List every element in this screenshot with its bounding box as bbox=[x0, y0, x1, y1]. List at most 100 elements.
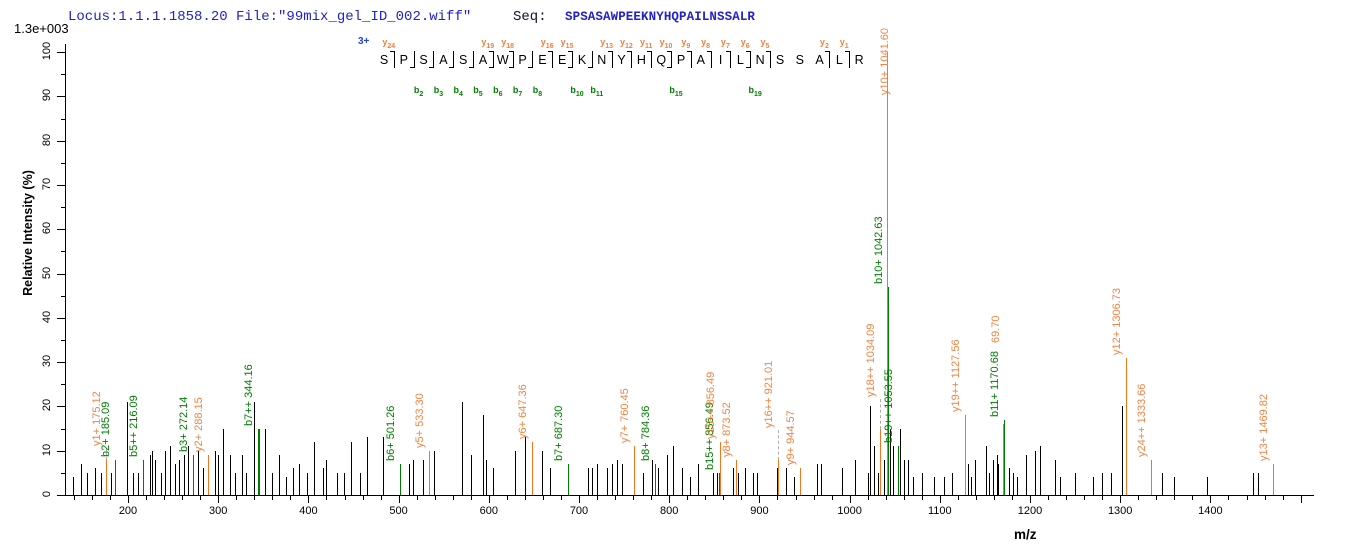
y-ion-label: y16 bbox=[540, 37, 554, 50]
ion-peak-y15++ bbox=[720, 441, 722, 495]
peak bbox=[178, 459, 180, 495]
peak bbox=[313, 441, 315, 495]
peak bbox=[689, 477, 691, 495]
peak bbox=[470, 455, 472, 495]
peak bbox=[753, 472, 755, 495]
peak bbox=[87, 472, 89, 495]
peak bbox=[597, 464, 598, 495]
peak bbox=[733, 468, 735, 495]
x-major-tick bbox=[1300, 496, 1302, 503]
cleavage-b-arm bbox=[528, 67, 533, 68]
x-minor-tick bbox=[1012, 496, 1013, 500]
peak bbox=[218, 455, 220, 495]
x-minor-tick bbox=[741, 496, 743, 500]
x-minor-tick bbox=[651, 496, 653, 500]
residue: E bbox=[558, 53, 567, 67]
cleavage-mark bbox=[413, 51, 415, 68]
peak bbox=[214, 450, 216, 495]
y-tick-label: 20 bbox=[41, 399, 53, 412]
peak bbox=[1093, 477, 1095, 495]
cleavage-b-arm bbox=[488, 67, 493, 68]
y-ion-label: y19 bbox=[481, 37, 495, 50]
y-ion-label: y15 bbox=[560, 37, 574, 50]
peak-label-b2+: b2+ 185.09 bbox=[99, 401, 112, 457]
x-minor-tick bbox=[272, 496, 274, 500]
x-minor-tick bbox=[705, 496, 707, 500]
peak-label-y15++: y15++ 856.49 bbox=[705, 371, 718, 439]
b-ion-label: b8 bbox=[532, 85, 543, 98]
peak-label-y6+: y6+ 647.36 bbox=[516, 384, 529, 439]
peak bbox=[998, 464, 1000, 495]
cleavage-mark bbox=[433, 51, 435, 68]
y-ion-label: y24 bbox=[382, 37, 396, 50]
peak bbox=[306, 472, 308, 495]
peak bbox=[933, 477, 935, 495]
y-minor-tick bbox=[61, 295, 65, 297]
b-ion-label: b11 bbox=[590, 85, 604, 98]
peak-label-y10+: y10+ 1041.60 bbox=[879, 28, 892, 95]
peak-label-y13+: y13+ 1469.82 bbox=[1258, 394, 1271, 461]
peak bbox=[1122, 406, 1123, 495]
peak bbox=[756, 472, 758, 495]
residue: A bbox=[439, 53, 448, 67]
cleavage-mark bbox=[532, 51, 534, 68]
peak bbox=[890, 428, 892, 495]
x-tick-label: 700 bbox=[569, 505, 589, 517]
peak bbox=[1055, 459, 1057, 495]
peak bbox=[197, 450, 199, 495]
peak bbox=[137, 472, 139, 495]
ion-peak-y18++ bbox=[880, 428, 882, 495]
ion-peak-y16++ bbox=[778, 459, 780, 495]
residue: S bbox=[419, 53, 428, 67]
x-major-tick bbox=[128, 496, 129, 503]
residue: P bbox=[518, 53, 527, 67]
peak bbox=[607, 468, 608, 495]
y-ion-label: y9 bbox=[681, 37, 691, 50]
peak bbox=[433, 450, 435, 495]
peak bbox=[222, 428, 224, 495]
peak-label-b8+: b8+ 784.36 bbox=[640, 405, 653, 461]
cleavage-b-arm bbox=[746, 67, 751, 68]
peak bbox=[951, 472, 953, 495]
peak bbox=[643, 472, 644, 495]
y-ion-label: y6 bbox=[740, 37, 750, 50]
cleavage-mark bbox=[572, 51, 573, 68]
x-tick-label: 400 bbox=[299, 505, 318, 517]
y-ion-label: y10 bbox=[659, 37, 673, 50]
peak-label-y19++: y19++ 1127.56 bbox=[949, 339, 962, 413]
peak bbox=[652, 459, 654, 495]
x-minor-tick bbox=[110, 496, 111, 500]
peak bbox=[550, 468, 552, 495]
cleavage-y-arm bbox=[488, 51, 493, 52]
peak-label-y2+: y2+ 288.15 bbox=[192, 397, 205, 453]
cleavage-y-arm bbox=[568, 51, 572, 52]
x-minor-tick bbox=[470, 496, 472, 500]
sequence-value: SPSASAWPEEKNYHQPAILNSSALR bbox=[565, 10, 756, 24]
peak-label-b11+: b11+ 1170.68 bbox=[988, 350, 1001, 417]
cleavage-mark bbox=[849, 51, 851, 68]
cleavage-mark bbox=[453, 51, 455, 68]
y-minor-tick bbox=[61, 118, 65, 120]
x-tick-label: 1000 bbox=[837, 505, 862, 517]
cleavage-mark bbox=[473, 51, 474, 68]
ion-peak-y19++ bbox=[964, 415, 966, 495]
peak bbox=[1009, 468, 1011, 495]
x-minor-tick bbox=[326, 496, 328, 500]
ion-peak-b7+ bbox=[567, 464, 569, 495]
x-minor-tick bbox=[957, 496, 959, 500]
y-tick-label: 40 bbox=[41, 310, 53, 323]
b-ion-label: b3 bbox=[433, 85, 444, 98]
x-minor-tick bbox=[452, 496, 454, 500]
peak bbox=[900, 428, 902, 495]
peak bbox=[1258, 472, 1260, 495]
peak bbox=[152, 450, 154, 495]
cleavage-mark bbox=[750, 51, 752, 68]
label-leader-line bbox=[105, 447, 107, 460]
x-minor-tick bbox=[831, 496, 833, 500]
peak bbox=[591, 468, 593, 495]
residue: P bbox=[676, 53, 686, 67]
residue: L bbox=[736, 53, 744, 67]
peak bbox=[672, 446, 674, 495]
peak bbox=[165, 450, 166, 495]
